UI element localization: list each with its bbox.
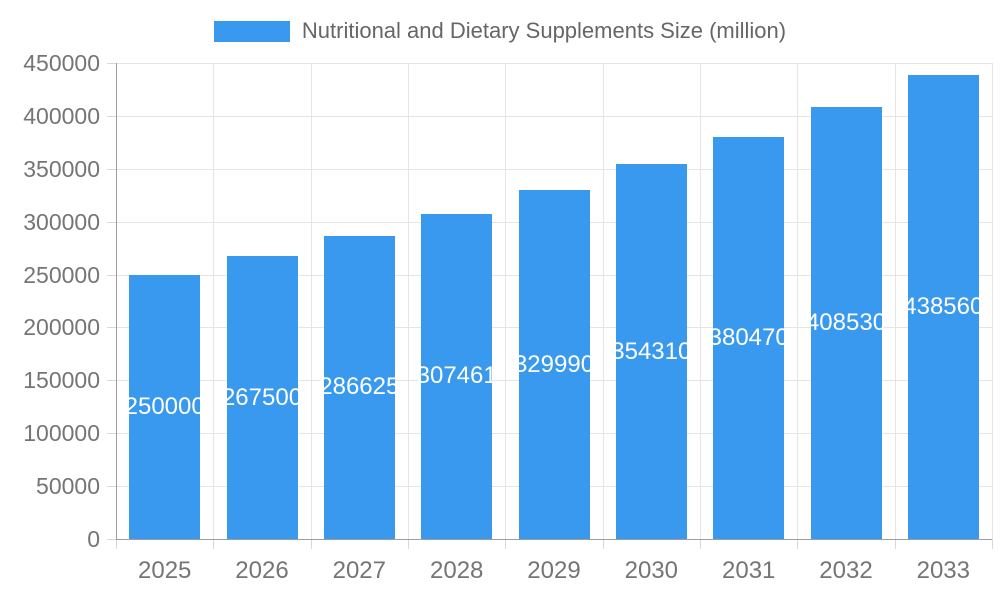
- y-axis-tick: [107, 380, 116, 381]
- x-axis-line: [116, 539, 992, 540]
- x-axis-tick: [797, 539, 798, 549]
- gridline-horizontal: [116, 116, 992, 117]
- bar-value-label: 250000: [124, 392, 205, 420]
- y-axis-tick-label: 350000: [23, 156, 100, 182]
- y-axis-tick: [107, 63, 116, 64]
- bar-2030[interactable]: [615, 164, 687, 539]
- bar-2025[interactable]: [129, 274, 201, 539]
- gridline-vertical: [311, 63, 312, 539]
- x-axis-tick: [895, 539, 896, 549]
- x-axis-tick-label: 2033: [916, 557, 970, 584]
- gridline-horizontal: [116, 63, 992, 64]
- gridline-horizontal: [116, 169, 992, 170]
- x-axis-tick-label: 2028: [429, 557, 484, 584]
- bar-value-label: 408530: [805, 308, 887, 336]
- gridline-vertical: [895, 63, 896, 539]
- y-axis-tick-label: 200000: [23, 314, 100, 340]
- bar-value-label: 267500: [221, 383, 303, 411]
- gridline-vertical: [797, 63, 798, 539]
- bar-value-label: 354310: [611, 337, 692, 365]
- x-axis-tick: [505, 539, 506, 549]
- y-axis-tick: [107, 433, 116, 434]
- y-axis-tick: [107, 222, 116, 223]
- y-axis-tick: [107, 116, 116, 117]
- x-axis-tick-label: 2026: [235, 557, 289, 584]
- legend-label[interactable]: Nutritional and Dietary Supplements Size…: [301, 18, 787, 43]
- bar-value-label: 380470: [708, 323, 789, 351]
- gridline-vertical: [213, 63, 214, 539]
- x-axis-tick: [603, 539, 604, 549]
- gridline-vertical: [700, 63, 701, 539]
- x-axis-tick-label: 2027: [332, 557, 386, 584]
- gridline-vertical: [408, 63, 409, 539]
- y-axis-tick-label: 450000: [23, 50, 100, 76]
- legend: Nutritional and Dietary Supplements Size…: [0, 18, 1000, 44]
- y-axis-tick: [107, 275, 116, 276]
- y-axis-line: [116, 63, 117, 540]
- legend-swatch[interactable]: [213, 20, 290, 42]
- y-axis-tick-label: 0: [87, 526, 100, 552]
- bar-2033[interactable]: [907, 75, 979, 539]
- gridline-vertical: [603, 63, 604, 539]
- x-axis-tick: [700, 539, 701, 549]
- bar-2031[interactable]: [713, 136, 785, 539]
- x-axis-tick: [213, 539, 214, 549]
- x-axis-tick: [311, 539, 312, 549]
- bar-value-label: 286625: [319, 373, 400, 401]
- y-axis-tick: [107, 486, 116, 487]
- y-axis-tick: [107, 327, 116, 328]
- y-axis-tick-label: 400000: [23, 103, 100, 129]
- gridline-vertical: [505, 63, 506, 539]
- bar-2029[interactable]: [518, 189, 590, 539]
- x-axis-tick-label: 2025: [137, 557, 192, 584]
- y-axis-tick-label: 300000: [23, 209, 100, 235]
- bar-value-label: 329990: [513, 350, 595, 378]
- x-axis-tick-label: 2031: [721, 557, 776, 584]
- bar-value-label: 307461: [416, 362, 497, 390]
- x-axis-tick: [992, 539, 993, 549]
- x-axis-tick-label: 2030: [624, 557, 678, 584]
- y-axis-tick: [107, 169, 116, 170]
- y-axis-tick-label: 150000: [23, 367, 100, 393]
- x-axis-tick-label: 2032: [819, 557, 873, 584]
- y-axis-tick-label: 100000: [23, 420, 100, 446]
- y-axis-tick-label: 250000: [23, 262, 100, 288]
- x-axis-tick-label: 2029: [527, 557, 581, 584]
- bar-2032[interactable]: [810, 106, 882, 539]
- x-axis-tick: [408, 539, 409, 549]
- gridline-vertical: [992, 63, 993, 539]
- x-axis-tick: [116, 539, 117, 549]
- bar-2028[interactable]: [421, 213, 493, 539]
- y-axis-tick-label: 50000: [36, 473, 100, 499]
- bar-2026[interactable]: [226, 256, 298, 539]
- y-axis-tick: [107, 539, 116, 540]
- bar-2027[interactable]: [323, 235, 395, 539]
- bar-value-label: 438560: [903, 293, 984, 321]
